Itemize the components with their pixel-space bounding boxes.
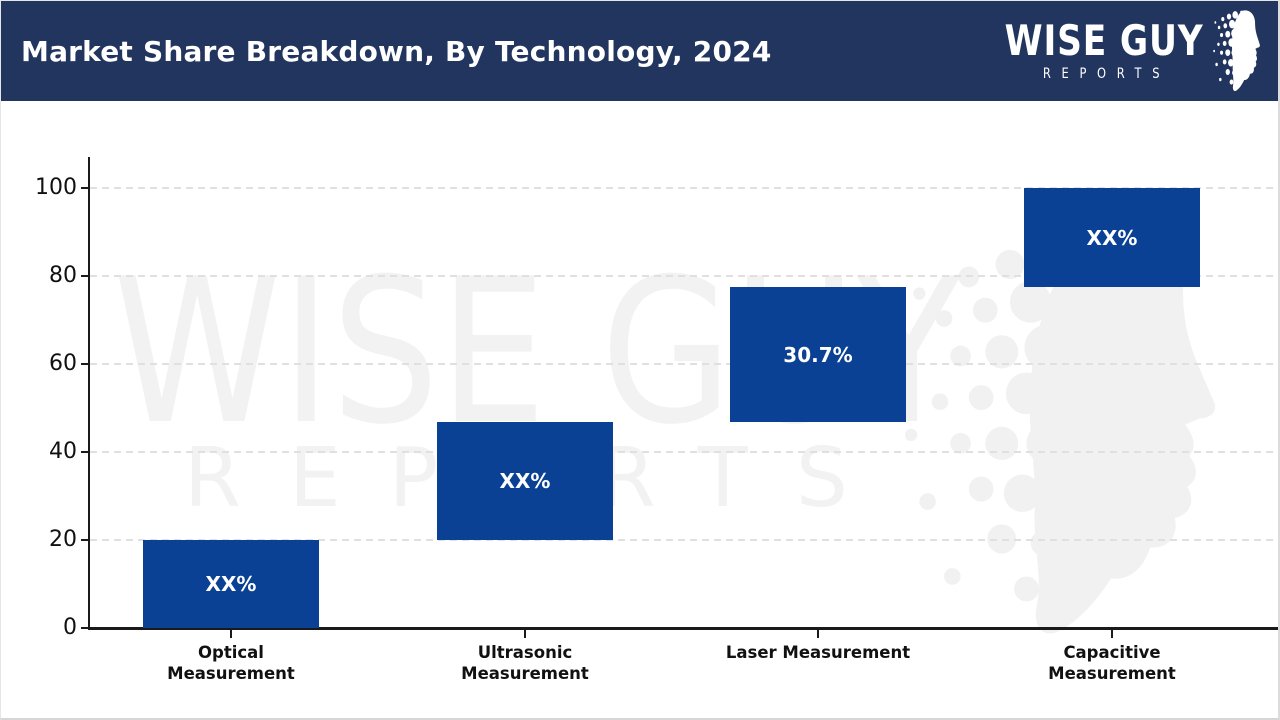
waterfall-bar: XX% — [1024, 188, 1200, 287]
waterfall-bar: XX% — [143, 540, 319, 628]
logo-text: WISE GUY REPORTS — [1005, 16, 1204, 83]
y-tick-label: 40 — [49, 439, 77, 464]
y-tick-mark — [81, 451, 88, 453]
y-tick-label: 0 — [63, 615, 77, 640]
wiseguy-logo: WISE GUY REPORTS — [961, 9, 1260, 93]
x-tick-mark — [524, 630, 526, 638]
bar-value-label: XX% — [499, 469, 551, 494]
header-bar: Market Share Breakdown, By Technology, 2… — [1, 1, 1278, 101]
x-category-label: Optical Measurement — [116, 642, 346, 684]
x-category-label: Ultrasonic Measurement — [410, 642, 640, 684]
bar-value-label: 30.7% — [783, 342, 853, 367]
x-category-label-line: Capacitive — [1063, 643, 1161, 662]
chart-title: Market Share Breakdown, By Technology, 2… — [21, 34, 772, 68]
y-tick-label: 60 — [49, 351, 77, 376]
logo-wordmark: WISE GUY — [1005, 16, 1204, 65]
y-tick-mark — [81, 627, 88, 629]
y-tick-mark — [81, 363, 88, 365]
y-tick-mark — [81, 539, 88, 541]
y-tick-label: 100 — [35, 175, 77, 200]
x-category-label-line: Measurement — [1048, 664, 1176, 683]
y-tick-label: 20 — [49, 527, 77, 552]
y-axis-spine — [88, 157, 90, 629]
logo-face-icon — [1213, 10, 1260, 92]
x-category-label-line: Ultrasonic — [477, 643, 573, 662]
grid-line — [90, 539, 1278, 541]
y-tick-mark — [81, 187, 88, 189]
y-tick-label: 80 — [49, 263, 77, 288]
grid-line — [90, 187, 1278, 189]
grid-line — [90, 363, 1278, 365]
grid-line — [90, 275, 1278, 277]
x-tick-mark — [817, 630, 819, 638]
waterfall-bar: XX% — [437, 422, 613, 540]
waterfall-bar: 30.7% — [730, 287, 906, 423]
grid-line — [90, 451, 1278, 453]
bar-value-label: XX% — [205, 572, 257, 596]
bar-value-label: XX% — [1086, 225, 1138, 250]
x-axis-spine — [88, 627, 1278, 630]
x-tick-mark — [230, 630, 232, 638]
logo-subtext: REPORTS — [1043, 66, 1171, 82]
x-category-label-line: Optical — [198, 643, 264, 662]
x-category-label-line: Measurement — [461, 664, 589, 683]
x-category-label-line: Measurement — [167, 664, 295, 683]
x-category-label-line: Laser Measurement — [725, 643, 911, 662]
x-category-label: Capacitive Measurement — [997, 642, 1227, 684]
y-tick-mark — [81, 275, 88, 277]
x-tick-mark — [1111, 630, 1113, 638]
x-category-label: Laser Measurement — [703, 642, 933, 663]
